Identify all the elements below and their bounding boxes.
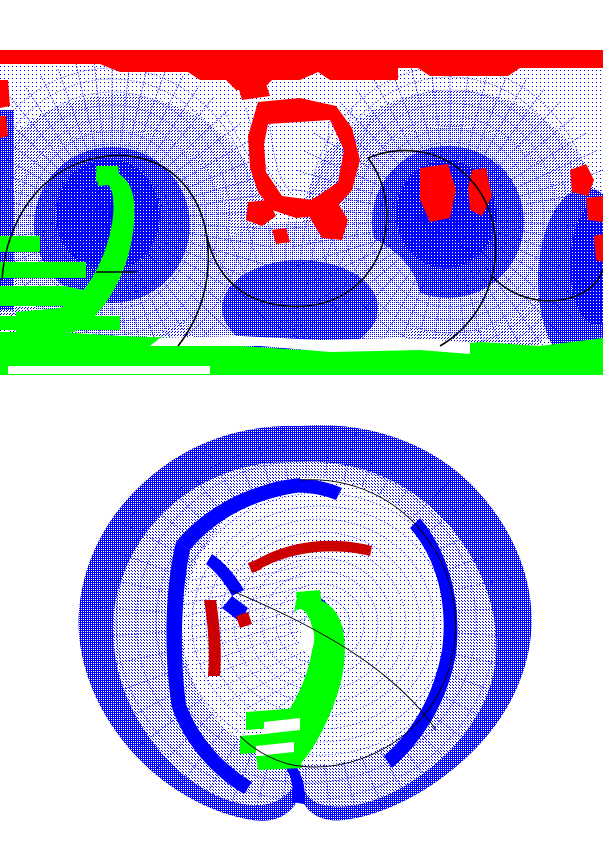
separatrix-right [367, 149, 497, 347]
green-band-white-slot [8, 366, 210, 374]
three-d-panel-canvas [0, 400, 603, 853]
ridge-upper-left [176, 478, 302, 550]
red-region-group [0, 50, 603, 262]
cut-plane-arc-tail [239, 735, 289, 765]
green-patch-top [296, 590, 322, 608]
red-island-center-lower-right [310, 198, 348, 240]
red-strip-left-edge-2 [0, 116, 8, 138]
red-speck-a [272, 228, 290, 244]
green-patch-hole-2 [264, 718, 300, 734]
rectangular-map-panel [0, 50, 603, 375]
red-arc-node [236, 612, 252, 628]
green-stripe-3 [0, 316, 120, 330]
cut-plane-diagonal [229, 589, 437, 731]
cut-plane-outline-group [229, 479, 456, 768]
red-arc-left [204, 600, 221, 676]
separatrix-far-right [491, 269, 603, 302]
red-arc-upper [256, 540, 372, 569]
green-stripe-1 [0, 262, 86, 278]
green-region-group [0, 166, 603, 375]
map-panel-canvas [0, 50, 603, 375]
cut-plane-arc [287, 479, 456, 768]
green-patch-tail-3 [256, 754, 302, 770]
red-strip-left-edge [0, 80, 10, 108]
green-stripe-2 [0, 286, 92, 306]
ridge-bottom-cusp [286, 766, 305, 804]
green-band-white-notch [150, 336, 470, 354]
green-patch-hole-1 [296, 622, 315, 654]
green-patch-group [240, 590, 345, 770]
fold-ridge-group [166, 478, 458, 804]
green-bottom-contour [0, 332, 603, 362]
green-hook [16, 170, 135, 336]
ridge-left-vertical [166, 542, 190, 708]
red-island-far-right-a [570, 164, 594, 196]
separatrix-contour-group [1, 149, 603, 347]
ridge-lower-right [384, 650, 456, 768]
green-patch-hole-3 [256, 742, 294, 756]
red-island-center-lower-left [246, 200, 276, 226]
separatrix-left [1, 154, 210, 347]
red-arc-dot [248, 559, 262, 573]
three-dimensional-surface-panel [0, 400, 603, 853]
ridge-arrow-left [206, 554, 244, 596]
ridge-lower-left [172, 704, 252, 794]
red-top-band [0, 50, 603, 90]
separatrix-center [205, 157, 388, 308]
red-island-far-right-b [586, 196, 603, 222]
green-hook-top [96, 166, 120, 186]
red-island-center [248, 98, 360, 218]
red-island-right-a [420, 164, 456, 222]
red-island-far-right-c [594, 234, 603, 262]
red-island-upper-small [238, 84, 270, 100]
ridge-right-vertical [410, 518, 458, 654]
red-arc-group [204, 540, 372, 676]
